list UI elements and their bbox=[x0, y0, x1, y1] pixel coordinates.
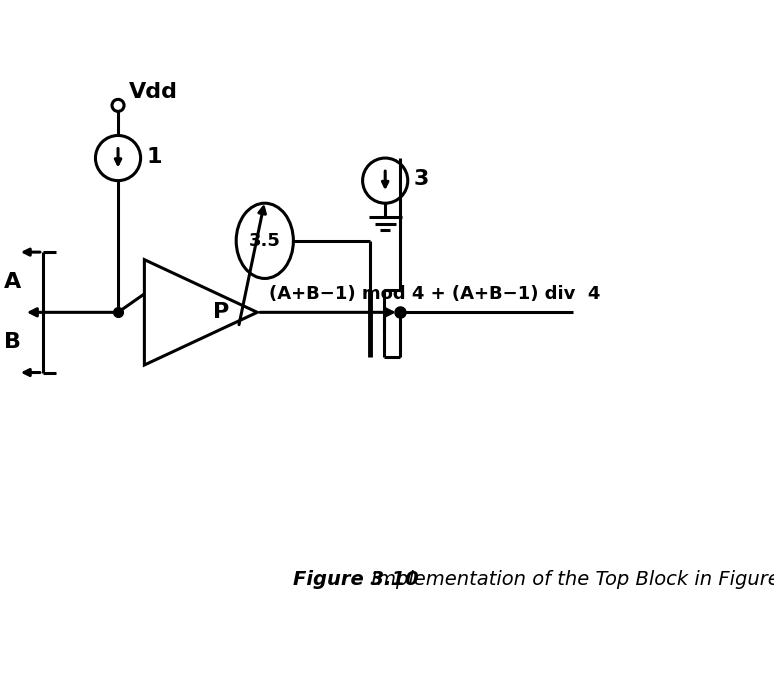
Text: Implementation of the Top Block in Figure: Implementation of the Top Block in Figur… bbox=[365, 570, 774, 589]
Text: 1: 1 bbox=[146, 146, 162, 166]
Text: Vdd: Vdd bbox=[129, 81, 178, 102]
Text: 3.5: 3.5 bbox=[249, 232, 281, 250]
Text: B: B bbox=[4, 332, 21, 352]
Text: A: A bbox=[4, 272, 22, 292]
Text: P: P bbox=[213, 302, 229, 322]
Text: Figure 3.10: Figure 3.10 bbox=[293, 570, 419, 589]
Text: (A+B−1) mod 4 + (A+B−1) div  4: (A+B−1) mod 4 + (A+B−1) div 4 bbox=[269, 285, 600, 303]
Text: 3: 3 bbox=[414, 169, 429, 189]
